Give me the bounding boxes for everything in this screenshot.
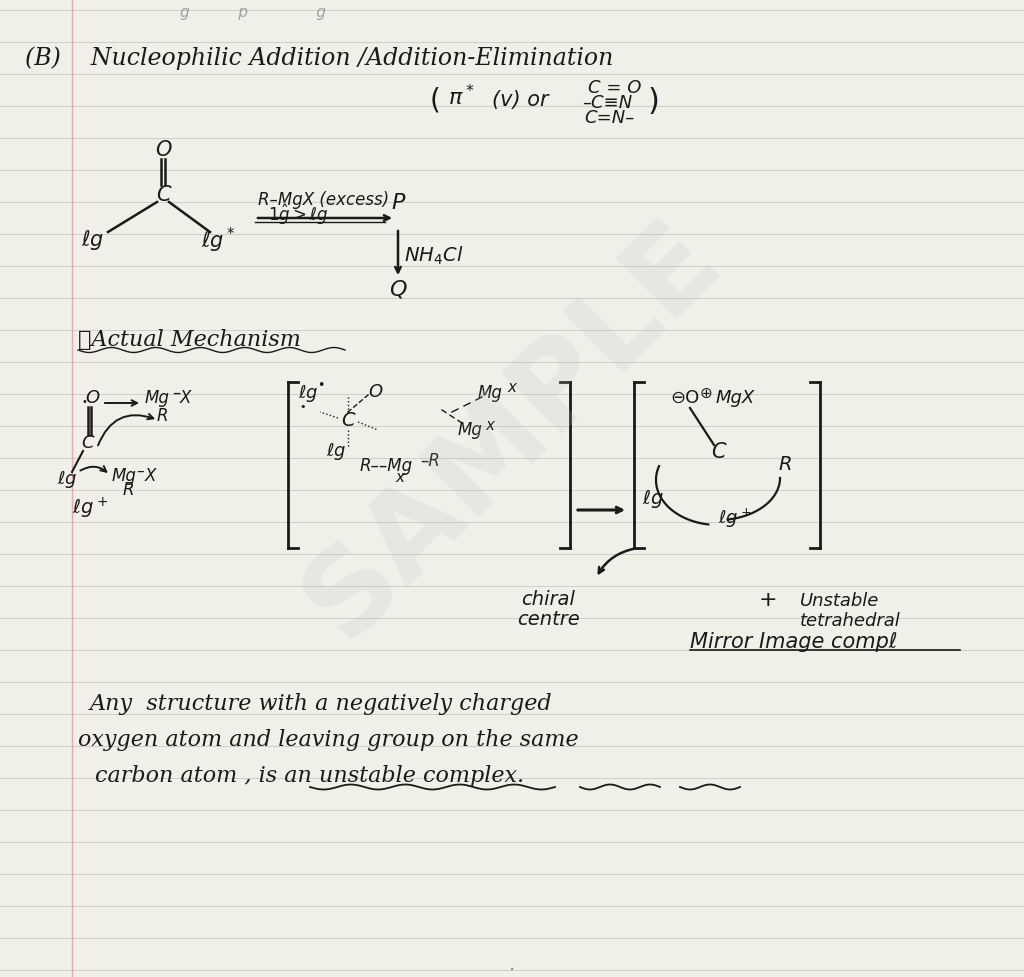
Text: $\ell g^+$: $\ell g^+$ bbox=[718, 506, 752, 530]
Text: ∴Actual Mechanism: ∴Actual Mechanism bbox=[78, 329, 301, 351]
Text: O: O bbox=[155, 140, 171, 160]
Text: C: C bbox=[711, 442, 725, 462]
Text: +: + bbox=[759, 590, 777, 610]
Text: R–MgX (excess): R–MgX (excess) bbox=[258, 191, 389, 209]
Text: –R: –R bbox=[420, 452, 440, 470]
Text: R––Mg: R––Mg bbox=[360, 457, 413, 475]
Text: (B)    Nucleophilic Addition /Addition-Elimination: (B) Nucleophilic Addition /Addition-Elim… bbox=[25, 46, 613, 69]
Text: C: C bbox=[156, 185, 170, 205]
Text: –: – bbox=[172, 384, 180, 402]
Text: $\ell g$: $\ell g$ bbox=[642, 487, 664, 509]
Text: $\ell g^+$: $\ell g^+$ bbox=[72, 495, 109, 521]
Text: .: . bbox=[509, 956, 515, 974]
Text: $\ell g^*$: $\ell g^*$ bbox=[201, 226, 236, 255]
Text: g          p              g: g p g bbox=[180, 5, 326, 20]
Text: centre: centre bbox=[517, 610, 580, 629]
Text: chiral: chiral bbox=[521, 590, 574, 609]
Text: Mg: Mg bbox=[458, 421, 482, 439]
Text: $\ell g$: $\ell g$ bbox=[326, 442, 346, 462]
Text: O: O bbox=[85, 389, 99, 407]
Text: Unstable: Unstable bbox=[800, 592, 880, 610]
Text: $1\hat{g}  >  \ell g$: $1\hat{g} > \ell g$ bbox=[268, 202, 329, 228]
Text: Mirror Image compℓ: Mirror Image compℓ bbox=[690, 632, 897, 652]
Text: –: – bbox=[136, 463, 143, 479]
Text: $\ell g$: $\ell g$ bbox=[298, 384, 318, 404]
Text: P: P bbox=[391, 193, 404, 213]
Text: C = O: C = O bbox=[588, 79, 641, 97]
Text: $\ell g$: $\ell g$ bbox=[81, 228, 104, 252]
Text: $\ell g$: $\ell g$ bbox=[56, 470, 77, 490]
Text: oxygen atom and leaving group on the same: oxygen atom and leaving group on the sam… bbox=[78, 729, 579, 751]
Text: C=N–: C=N– bbox=[584, 109, 634, 127]
Text: •: • bbox=[317, 379, 325, 393]
Text: SAMPLE: SAMPLE bbox=[282, 199, 742, 660]
Text: x: x bbox=[395, 470, 404, 485]
Text: ⊖O: ⊖O bbox=[671, 389, 699, 407]
Text: x: x bbox=[485, 417, 495, 433]
Text: R: R bbox=[157, 407, 168, 425]
Text: O: O bbox=[368, 383, 382, 401]
Text: Any  structure with a negatively charged: Any structure with a negatively charged bbox=[90, 693, 553, 715]
Text: •: • bbox=[300, 402, 306, 412]
Text: R: R bbox=[122, 481, 134, 499]
Text: MgX: MgX bbox=[716, 389, 756, 407]
Text: $\pi^*$: $\pi^*$ bbox=[449, 84, 475, 109]
Text: X: X bbox=[180, 389, 191, 407]
Text: C: C bbox=[341, 410, 354, 430]
Text: Q: Q bbox=[389, 280, 407, 300]
Text: •: • bbox=[81, 397, 87, 407]
Text: Mg: Mg bbox=[112, 467, 137, 485]
Text: ): ) bbox=[648, 88, 659, 116]
Text: Mg: Mg bbox=[477, 384, 503, 402]
Text: C: C bbox=[82, 434, 94, 452]
Text: NH$_4$Cl: NH$_4$Cl bbox=[404, 245, 464, 267]
Text: tetrahedral: tetrahedral bbox=[800, 612, 901, 630]
Text: Mg: Mg bbox=[145, 389, 170, 407]
Text: ⊕: ⊕ bbox=[699, 386, 713, 401]
Text: R: R bbox=[778, 455, 792, 475]
Text: carbon atom , is an unstable complex.: carbon atom , is an unstable complex. bbox=[95, 765, 524, 787]
Text: x: x bbox=[508, 380, 516, 396]
Text: X: X bbox=[145, 467, 157, 485]
Text: (: ( bbox=[430, 86, 440, 114]
Text: –C≡N: –C≡N bbox=[582, 94, 632, 112]
Text: (v) or: (v) or bbox=[492, 90, 549, 110]
